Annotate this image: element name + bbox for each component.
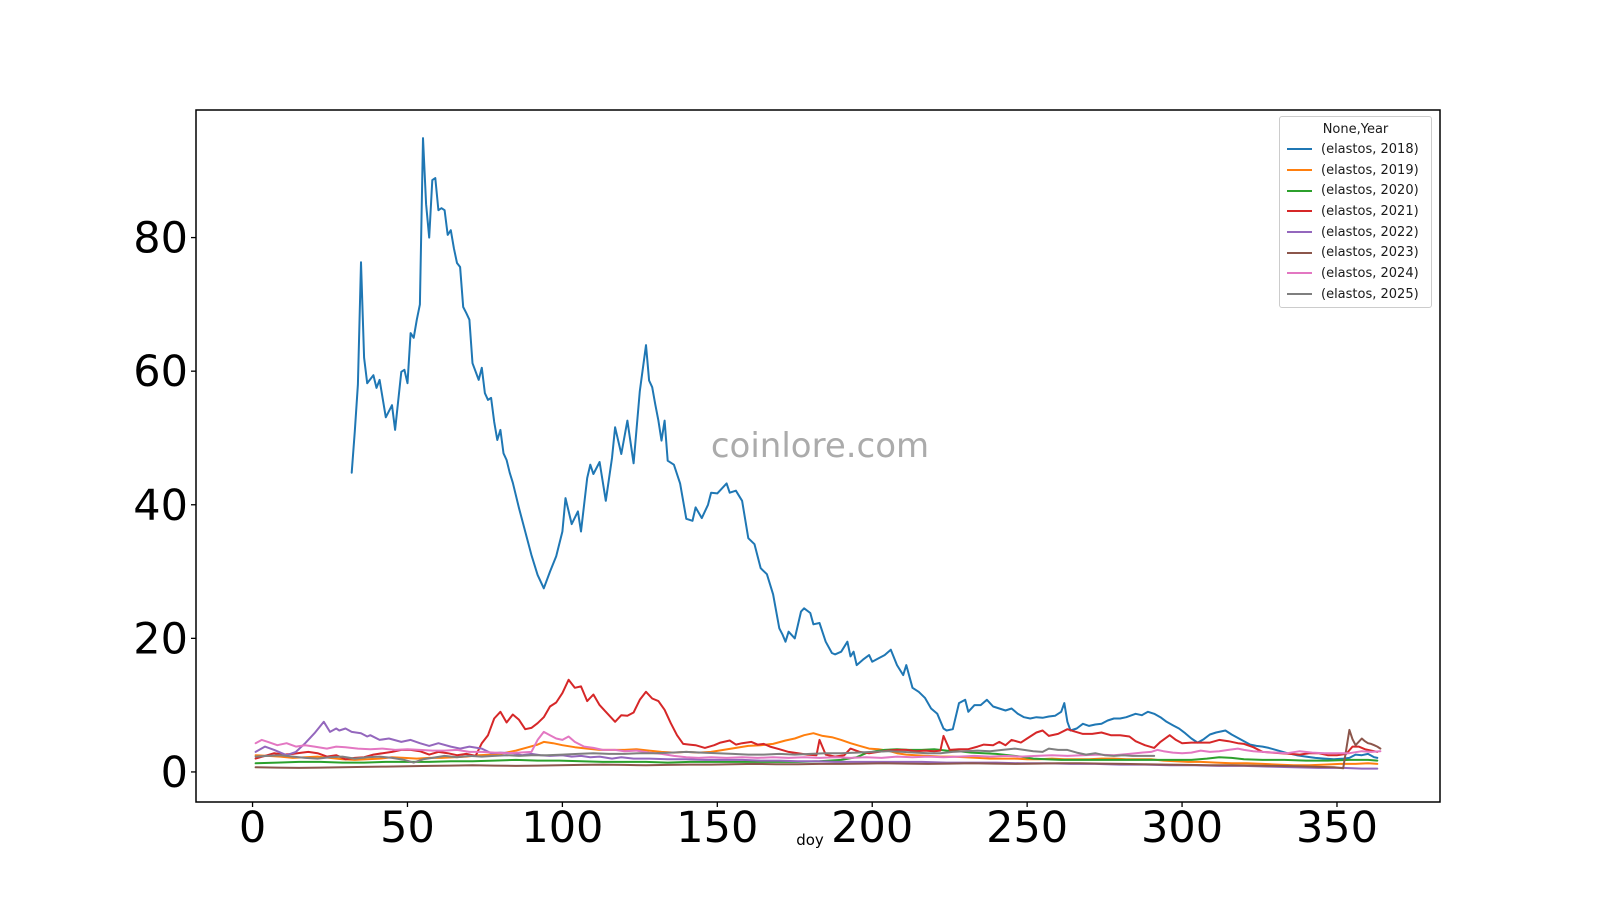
legend-rows: (elastos, 2018) (elastos, 2019) (elastos, … [1280,139,1431,305]
legend-entry-2021: (elastos, 2021) [1280,201,1431,222]
series-lines [254,137,1382,770]
legend-entry-2025: (elastos, 2025) [1280,284,1431,305]
series-line-2025 [254,747,1156,764]
legend-entry-2022: (elastos, 2022) [1280,222,1431,243]
legend-entry-label: (elastos, 2024) [1321,265,1419,281]
series-line-2021 [254,678,1379,761]
legend: None,Year (elastos, 2018) (elastos, 2019)… [1279,116,1432,308]
legend-entry-label: (elastos, 2019) [1321,162,1419,178]
legend-entry-label: (elastos, 2022) [1321,224,1419,240]
legend-line-swatch-icon [1287,293,1312,296]
y-tick-label: 80 [133,214,188,264]
legend-line-swatch-icon [1287,251,1312,254]
legend-entry-label: (elastos, 2025) [1321,286,1419,302]
x-axis-label: doy [796,831,824,849]
y-tick-label: 0 [161,748,188,798]
axes [191,109,1441,807]
legend-entry-label: (elastos, 2021) [1321,203,1419,219]
x-tick-label: 50 [380,803,435,853]
x-tick-label: 0 [239,803,266,853]
legend-line-swatch-icon [1287,189,1312,192]
plot-border [195,109,1441,803]
legend-entry-label: (elastos, 2023) [1321,245,1419,261]
y-tick-label: 20 [133,614,188,664]
series-line-2020 [254,748,1379,765]
series-line-2024 [254,730,1382,759]
legend-line-swatch-icon [1287,148,1312,151]
y-tick-label: 40 [133,481,188,531]
legend-entry-2018: (elastos, 2018) [1280,139,1431,160]
legend-entry-2020: (elastos, 2020) [1280,180,1431,201]
legend-line-swatch-icon [1287,272,1312,275]
legend-entry-2024: (elastos, 2024) [1280,263,1431,284]
legend-line-swatch-icon [1287,210,1312,213]
x-tick-label: 350 [1296,803,1378,853]
legend-title: None,Year [1322,122,1389,137]
x-tick-label: 250 [986,803,1068,853]
tick-labels: 0 50 100 150 200 250 300 350 0 20 40 60 80 [133,214,1378,853]
watermark: coinlore.com [711,426,929,466]
series-line-2023 [254,728,1382,770]
legend-line-swatch-icon [1287,231,1312,234]
x-tick-label: 150 [676,803,758,853]
series-line-2018 [350,137,1379,761]
legend-entry-label: (elastos, 2020) [1321,183,1419,199]
x-tick-label: 100 [521,803,603,853]
legend-entry-label: (elastos, 2018) [1321,141,1419,157]
legend-entry-2023: (elastos, 2023) [1280,242,1431,263]
legend-entry-2019: (elastos, 2019) [1280,160,1431,181]
legend-line-swatch-icon [1287,169,1312,172]
x-tick-label: 200 [831,803,913,853]
x-tick-label: 300 [1141,803,1223,853]
y-tick-label: 60 [133,347,188,397]
